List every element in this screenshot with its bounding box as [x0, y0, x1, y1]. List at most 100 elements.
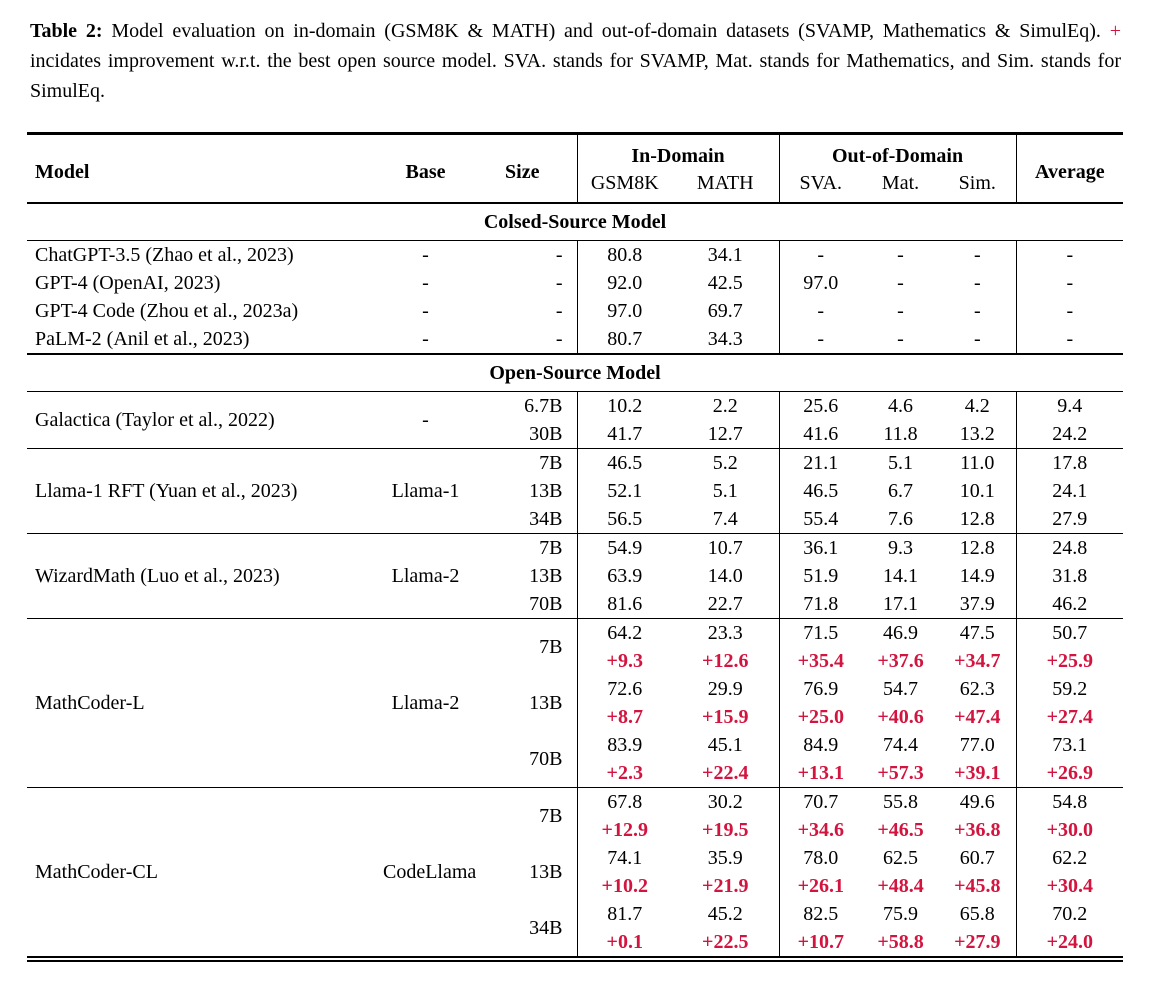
improvement-cell: +24.0: [1015, 928, 1124, 959]
score-cell: 10.2: [576, 391, 672, 420]
base-cell: Llama-1: [383, 448, 468, 534]
column-header-size: Size: [468, 133, 577, 204]
column-group-in-domain: In-Domain: [576, 133, 780, 170]
table-row: ChatGPT-3.5 (Zhao et al., 2023) - -80.8 34.…: [27, 240, 1124, 269]
score-cell: 83.9: [576, 731, 672, 759]
improvement-cell: +27.4: [1015, 703, 1124, 731]
size-cell: -: [555, 328, 563, 350]
score-cell: 25.6: [778, 391, 863, 420]
score-cell: 4.2: [964, 395, 990, 417]
score-cell: -: [973, 300, 981, 322]
score-cell: 71.5: [778, 618, 863, 647]
model-cell: PaLM-2 (Anil et al., 2023): [35, 328, 250, 350]
table-row: 13B 72.6 29.9 76.9 54.7 62.3 59.2: [27, 675, 1124, 714]
base-cell: -: [422, 409, 429, 431]
model-cell: WizardMath (Luo et al., 2023): [27, 533, 383, 619]
score-cell: 71.8: [778, 590, 863, 619]
score-cell: 51.9: [778, 562, 863, 590]
score-cell: 54.8: [1015, 787, 1124, 816]
score-cell: 81.6: [576, 590, 672, 619]
improvement-cell: +39.1: [954, 762, 1001, 784]
improvement-cell: +15.9: [702, 706, 749, 728]
score-cell: 11.8: [883, 423, 918, 445]
base-cell: Llama-2: [383, 618, 468, 788]
score-cell: 7.6: [888, 508, 914, 530]
score-cell: 72.6: [576, 675, 672, 703]
table-row: 13B 63.9 14.0 51.9 14.1 14.9 31.8: [27, 562, 1124, 590]
table-row: PaLM-2 (Anil et al., 2023) - -80.7 34.3- - - -: [27, 325, 1124, 354]
table-row: +8.7 +15.9 +25.0 +40.6 +47.4 +27.4: [27, 703, 1124, 731]
improvement-cell: +9.3: [576, 647, 672, 675]
table-row: +9.3 +12.6 +35.4 +37.6 +34.7 +25.9: [27, 647, 1124, 675]
score-cell: 67.8: [576, 787, 672, 816]
improvement-cell: +12.6: [702, 650, 749, 672]
table-row: 34B 56.5 7.4 55.4 7.6 12.8 27.9: [27, 505, 1124, 534]
score-cell: 30.2: [672, 787, 780, 816]
improvement-cell: +47.4: [954, 706, 1001, 728]
score-cell: -: [897, 244, 904, 266]
score-cell: 54.9: [576, 533, 672, 562]
column-header-sim: Sim.: [939, 170, 1017, 204]
improvement-cell: +35.4: [778, 647, 863, 675]
score-cell: 9.4: [1015, 391, 1124, 420]
size-cell: 7B: [468, 618, 577, 675]
table-row: +10.2 +21.9 +26.1 +48.4 +45.8 +30.4: [27, 872, 1124, 900]
improvement-cell: +46.5: [877, 819, 924, 841]
improvement-cell: +30.0: [1015, 816, 1124, 844]
improvement-cell: +22.4: [702, 762, 749, 784]
score-cell: 22.7: [707, 593, 743, 615]
score-cell: 62.3: [959, 678, 995, 700]
score-cell: 97.0: [778, 269, 863, 297]
score-cell: -: [973, 272, 981, 294]
score-cell: 82.5: [778, 900, 863, 928]
score-cell: 14.0: [707, 565, 743, 587]
improvement-cell: +57.3: [877, 762, 924, 784]
score-cell: 63.9: [576, 562, 672, 590]
model-cell: MathCoder-CL: [27, 787, 383, 959]
score-cell: 55.4: [778, 505, 863, 534]
score-cell: 34.1: [707, 244, 743, 266]
table-row: 13B 52.1 5.1 46.5 6.7 10.1 24.1: [27, 477, 1124, 505]
score-cell: -: [778, 240, 863, 269]
score-cell: 73.1: [1015, 731, 1124, 759]
improvement-cell: +26.9: [1015, 759, 1124, 788]
improvement-cell: +37.6: [877, 650, 924, 672]
improvement-cell: +8.7: [576, 703, 672, 731]
column-header-gsm8k: GSM8K: [576, 170, 672, 204]
score-cell: 49.6: [939, 787, 1017, 816]
model-cell: ChatGPT-3.5 (Zhao et al., 2023): [35, 244, 294, 266]
score-cell: 84.9: [778, 731, 863, 759]
table-row: +12.9 +19.5 +34.6 +46.5 +36.8 +30.0: [27, 816, 1124, 844]
score-cell: 31.8: [1015, 562, 1124, 590]
score-cell: 42.5: [707, 272, 743, 294]
score-cell: 4.6: [888, 395, 914, 417]
improvement-cell: +13.1: [778, 759, 863, 788]
score-cell: 11.0: [939, 448, 1017, 477]
column-header-math: MATH: [672, 170, 780, 204]
section-title-row: Open-Source Model: [27, 353, 1124, 392]
score-cell: 12.7: [707, 423, 743, 445]
table-row: Llama-1 RFT (Yuan et al., 2023) Llama-1 7B…: [27, 448, 1124, 534]
score-cell: 23.3: [672, 618, 780, 647]
score-cell: 74.4: [883, 734, 919, 756]
score-cell: 9.3: [862, 533, 940, 562]
size-cell: 13B: [529, 480, 563, 502]
score-cell: -: [897, 272, 904, 294]
size-cell: -: [555, 300, 563, 322]
column-header-model: Model: [27, 133, 383, 204]
size-cell: 13B: [529, 565, 563, 587]
score-cell: 10.7: [672, 533, 780, 562]
score-cell: 50.7: [1015, 618, 1124, 647]
score-cell: 74.1: [576, 844, 672, 872]
improvement-cell: +34.7: [954, 650, 1001, 672]
score-cell: 46.5: [778, 477, 863, 505]
score-cell: 35.9: [707, 847, 743, 869]
size-cell: 34B: [529, 917, 563, 939]
size-cell: 34B: [529, 508, 563, 530]
improvement-cell: +10.2: [576, 872, 672, 900]
improvement-cell: +19.5: [702, 819, 749, 841]
score-cell: 7.4: [712, 508, 738, 530]
score-cell: 2.2: [712, 395, 738, 417]
section-title: Open-Source Model: [27, 353, 1124, 392]
score-cell: 45.1: [707, 734, 743, 756]
